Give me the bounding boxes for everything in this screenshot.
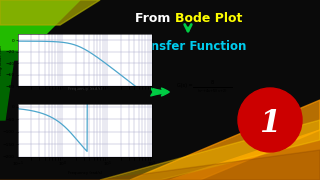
Polygon shape [0,50,15,120]
Text: $(s^2\!+\!4s\!+\!5)(s\!+\!2)$: $(s^2\!+\!4s\!+\!5)(s\!+\!2)$ [197,87,227,95]
Y-axis label: Magnitude (dB): Magnitude (dB) [0,45,3,75]
Polygon shape [0,0,60,60]
X-axis label: Frequency (rad/s): Frequency (rad/s) [68,171,102,175]
Text: 8: 8 [211,80,213,84]
Polygon shape [130,100,320,180]
Circle shape [238,88,302,152]
Text: Transfer Function: Transfer Function [130,40,246,53]
Polygon shape [0,0,100,25]
Text: Bode Plot: Bode Plot [175,12,242,24]
Polygon shape [100,120,320,180]
Text: G(s) =: G(s) = [177,82,193,87]
Polygon shape [170,130,320,180]
Text: Frequency (rad/s): Frequency (rad/s) [68,87,102,91]
Text: From: From [135,12,175,24]
Polygon shape [0,150,320,180]
Text: 1: 1 [260,107,281,138]
Polygon shape [0,0,80,50]
